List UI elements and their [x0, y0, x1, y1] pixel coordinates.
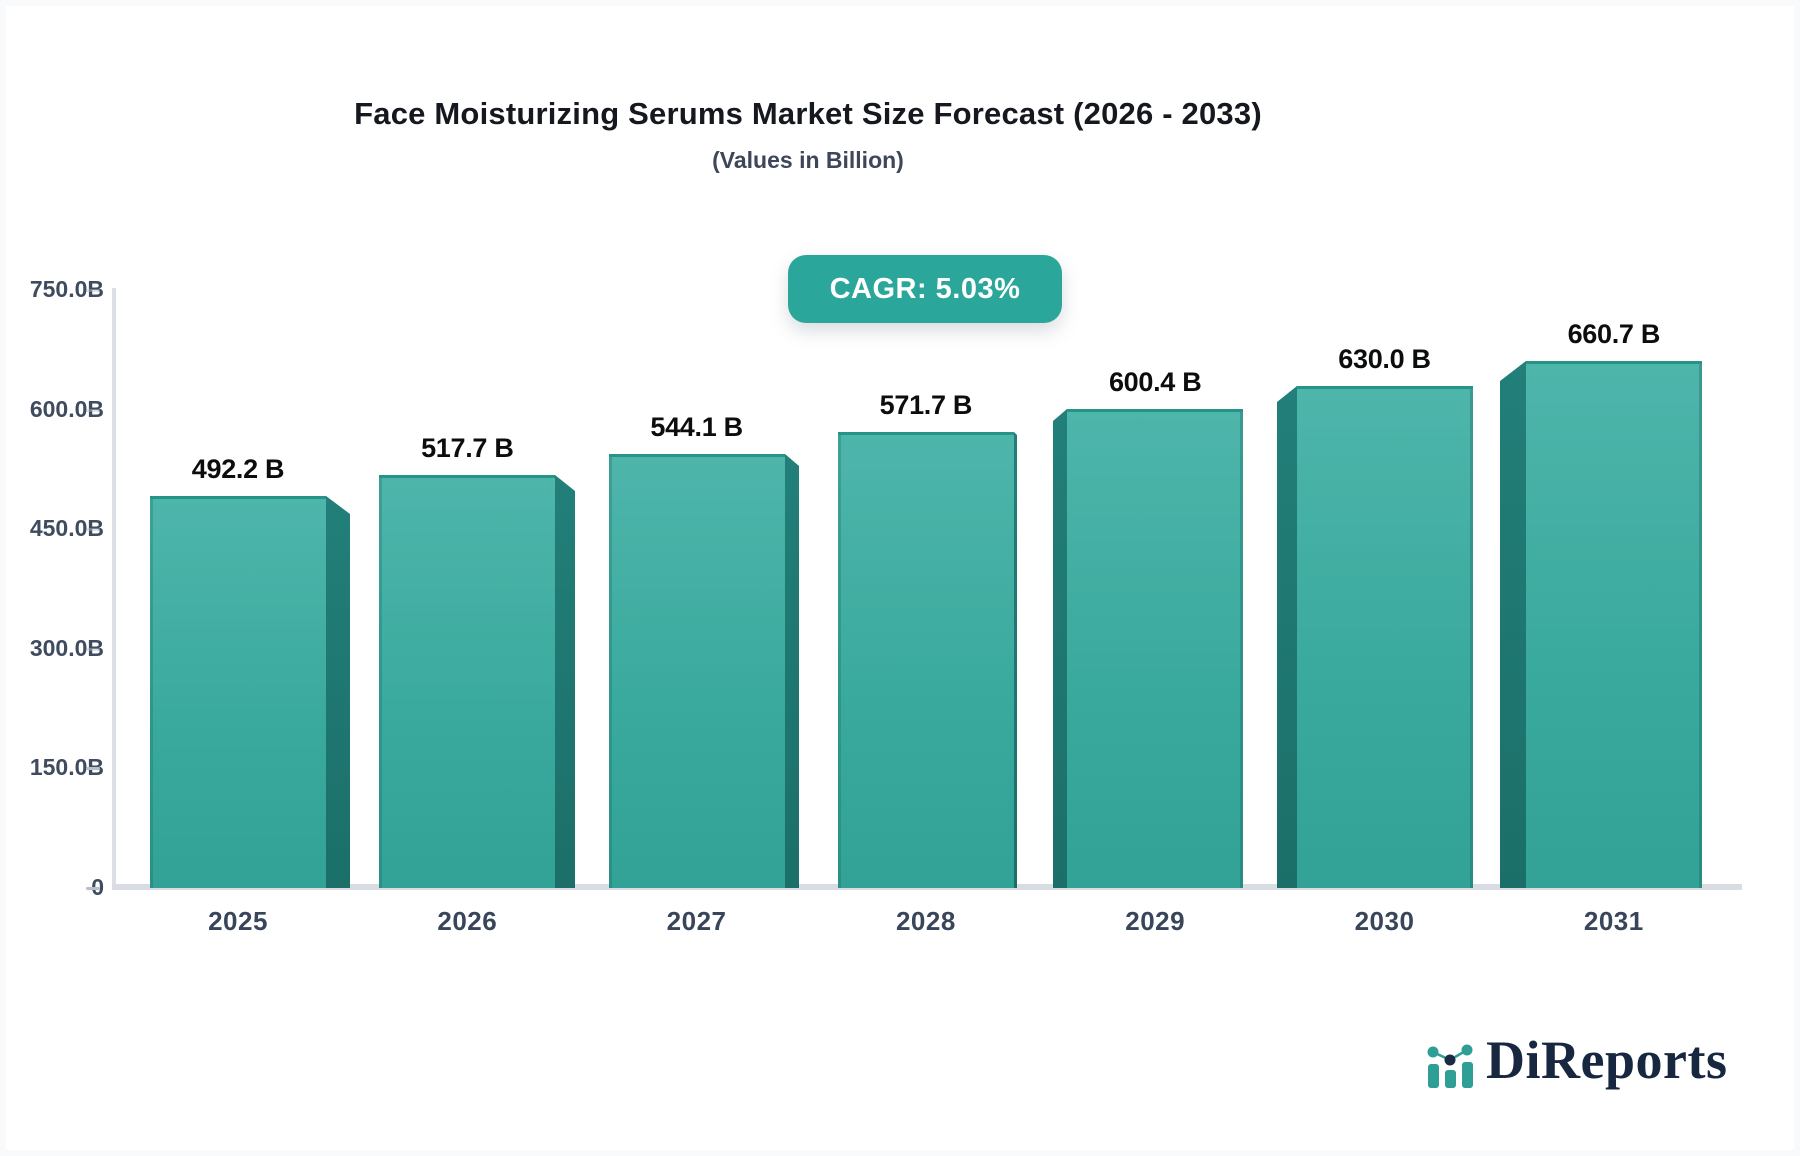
y-tick-label: 450.0B — [29, 515, 104, 542]
y-tick-mark — [86, 767, 100, 771]
logo-text: DiReports — [1486, 1030, 1728, 1090]
bar-value-label: 660.7 B — [1567, 319, 1661, 349]
bar-2025 — [150, 496, 326, 888]
bar-value-label: 571.7 B — [879, 390, 973, 420]
y-tick-mark — [86, 289, 100, 292]
x-axis-label-2029: 2029 — [1125, 906, 1186, 936]
bar-side-face-2028 — [1014, 432, 1017, 888]
x-axis-label-2026: 2026 — [437, 906, 498, 936]
bar-value-label: 544.1 B — [650, 412, 743, 442]
x-axis-label-2031: 2031 — [1583, 906, 1644, 936]
y-tick-label: 300.0B — [29, 634, 104, 661]
bar-2028 — [838, 432, 1014, 888]
direports-logo: DiReports — [1426, 1032, 1727, 1088]
bar-2027 — [609, 454, 785, 888]
bar-2030 — [1297, 386, 1473, 888]
bar-side-face-2030 — [1277, 386, 1297, 888]
x-axis-label-2028: 2028 — [895, 906, 956, 936]
y-tick-label: 600.0B — [29, 395, 104, 422]
bar-value-label: 492.2 B — [191, 454, 285, 484]
bar-value-label: 517.7 B — [421, 433, 514, 463]
bar-side-face-2026 — [555, 475, 575, 888]
bar-value-label: 630.0 B — [1338, 344, 1431, 374]
y-tick-mark — [86, 647, 100, 651]
y-tick-label: 750.0B — [29, 276, 104, 302]
bar-side-face-2027 — [785, 454, 799, 888]
bar-value-label: 600.4 B — [1108, 367, 1202, 397]
chart-title: Face Moisturizing Serums Market Size For… — [354, 96, 1262, 131]
bar-side-face-2025 — [326, 496, 350, 888]
y-tick-mark — [86, 887, 100, 890]
x-axis-label-2027: 2027 — [666, 906, 727, 936]
cagr-badge: CAGR: 5.03% — [788, 255, 1062, 323]
bar-side-face-2029 — [1053, 409, 1067, 888]
bar-2029 — [1067, 409, 1243, 888]
bar-2026 — [379, 475, 555, 888]
chart-subtitle: (Values in Billion) — [712, 147, 904, 173]
y-tick-mark — [86, 408, 100, 412]
bar-side-face-2031 — [1500, 361, 1526, 888]
x-axis-label-2025: 2025 — [208, 906, 268, 936]
mini-bar-chart-icon — [1427, 1044, 1473, 1088]
y-tick-mark — [86, 528, 100, 532]
cagr-badge-label: CAGR: 5.03% — [829, 272, 1021, 305]
x-axis-label-2030: 2030 — [1354, 906, 1415, 936]
bar-2031 — [1526, 361, 1702, 888]
y-axis-line — [112, 288, 116, 885]
